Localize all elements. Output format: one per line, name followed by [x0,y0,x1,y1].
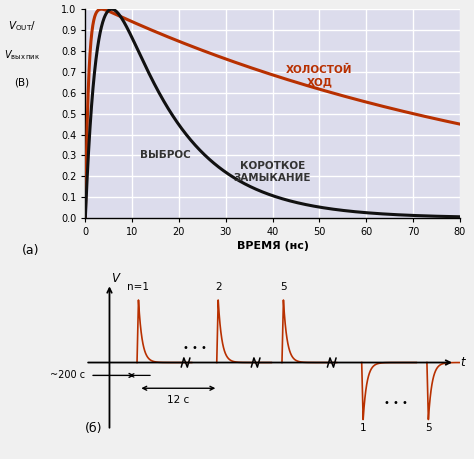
Text: ВЫБРОС: ВЫБРОС [139,151,190,160]
Text: 5: 5 [425,423,432,432]
Text: КОРОТКОЕ
ЗАМЫКАНИЕ: КОРОТКОЕ ЗАМЫКАНИЕ [234,161,311,183]
Text: (В): (В) [14,77,29,87]
Text: • • •: • • • [384,398,408,408]
Text: ХОЛОСТОЙ
ХОД: ХОЛОСТОЙ ХОД [286,65,353,87]
Text: (а): (а) [22,244,39,257]
Text: 5: 5 [280,282,287,292]
Text: ~200 с: ~200 с [50,370,85,381]
X-axis label: ВРЕМЯ (нс): ВРЕМЯ (нс) [237,241,309,251]
Text: n=1: n=1 [128,282,149,292]
Text: 2: 2 [215,282,221,292]
Text: 12 с: 12 с [167,395,190,405]
Text: • • •: • • • [183,343,207,353]
Text: t: t [460,356,465,369]
Text: $V_{\mathrm{вых\,пик}}$: $V_{\mathrm{вых\,пик}}$ [4,48,40,62]
Text: (б): (б) [85,422,103,436]
Text: V: V [111,272,119,285]
Text: 1: 1 [360,423,366,432]
Text: $V_{\mathrm{OUT}}/$: $V_{\mathrm{OUT}}/$ [8,19,36,33]
